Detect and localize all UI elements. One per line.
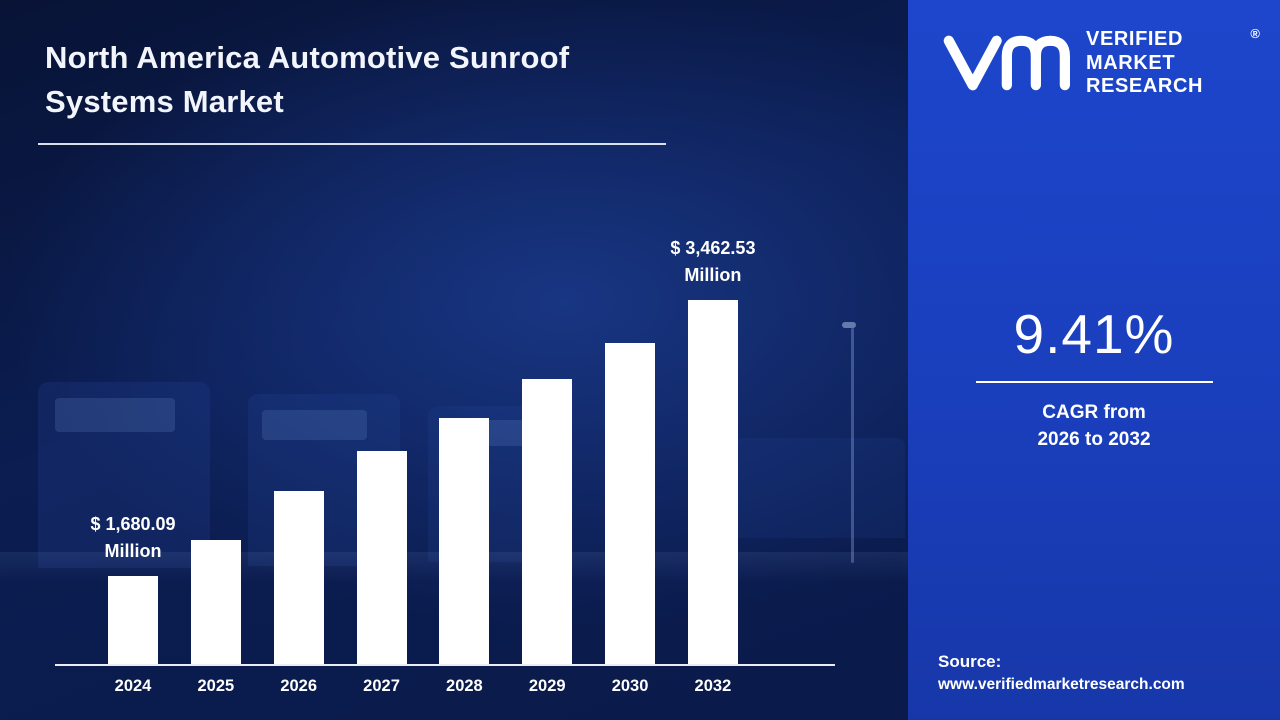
page-title: North America Automotive Sunroof Systems… <box>45 40 570 120</box>
x-tick-2025: 2025 <box>197 677 235 695</box>
cagr-caption-line-1: CAGR from <box>1042 402 1146 423</box>
title-underline <box>38 143 666 145</box>
truck-windshield-1 <box>55 398 175 432</box>
bar-2027 <box>356 451 407 664</box>
cagr-block: 9.41% CAGR from 2026 to 2032 <box>908 302 1280 453</box>
bar-value-label-2024: $ 1,680.09 Million <box>90 514 176 561</box>
light-pole-lamp <box>842 322 856 328</box>
bar-value-label-2032: $ 3,462.53 Million <box>670 238 756 285</box>
bar-2029 <box>522 379 573 664</box>
bar-column-2025: 2025 <box>190 228 241 695</box>
cagr-underline <box>975 381 1213 383</box>
bar-2026 <box>273 491 324 664</box>
bar-column-2030: 2030 <box>605 228 656 695</box>
bar-column-2027: 2027 <box>356 228 407 695</box>
bar-column-2028: 2028 <box>439 228 490 695</box>
light-pole <box>851 328 854 563</box>
bars-container: $ 1,680.09 Million 2024 2025 2026 2027 2028 202… <box>90 228 755 695</box>
source-block: Source: www.verifiedmarketresearch.com <box>938 652 1185 694</box>
brand-logo: VERIFIED MARKET RESEARCH ® <box>942 26 1260 99</box>
x-axis-line <box>55 664 835 666</box>
x-tick-2029: 2029 <box>528 677 566 695</box>
bar-chart: $ 1,680.09 Million 2024 2025 2026 2027 2028 202… <box>55 228 835 695</box>
bar-2024 <box>108 576 158 664</box>
brand-name-line-3: RESEARCH <box>1086 75 1204 98</box>
cagr-caption: CAGR from 2026 to 2032 <box>908 400 1280 453</box>
bar-column-2026: 2026 <box>273 228 324 695</box>
cagr-caption-line-2: 2026 to 2032 <box>1037 428 1151 450</box>
truck-windshield-2 <box>262 410 367 440</box>
registered-trademark: ® <box>1250 26 1260 41</box>
x-tick-2027: 2027 <box>363 677 400 695</box>
truck-silhouette-1 <box>38 382 210 568</box>
x-tick-2024: 2024 <box>114 677 152 695</box>
chart-section: North America Automotive Sunroof Systems… <box>0 0 908 720</box>
source-url[interactable]: www.verifiedmarketresearch.com <box>938 676 1185 693</box>
bar-column-2024: $ 1,680.09 Million 2024 <box>90 228 175 695</box>
x-tick-2026: 2026 <box>280 677 318 695</box>
bar-2028 <box>439 418 490 664</box>
bar-2025 <box>190 540 241 664</box>
brand-panel: VERIFIED MARKET RESEARCH ® 9.41% CAGR fr… <box>908 0 1280 720</box>
cagr-value: 9.41% <box>1013 303 1175 365</box>
brand-name-line-2: MARKET <box>1086 51 1176 74</box>
bar-2032 <box>687 300 738 664</box>
vmr-logo-icon <box>943 36 1070 91</box>
bar-column-2032: $ 3,462.53 Million 2032 <box>670 228 755 695</box>
x-tick-2030: 2030 <box>611 677 649 695</box>
brand-name: VERIFIED MARKET RESEARCH <box>1086 28 1203 99</box>
x-tick-2032: 2032 <box>694 677 732 695</box>
bar-column-2029: 2029 <box>522 228 573 695</box>
brand-name-line-1: VERIFIED <box>1086 28 1184 50</box>
source-label: Source: <box>938 652 1002 671</box>
bar-2030 <box>605 343 656 664</box>
x-tick-2028: 2028 <box>446 677 483 695</box>
